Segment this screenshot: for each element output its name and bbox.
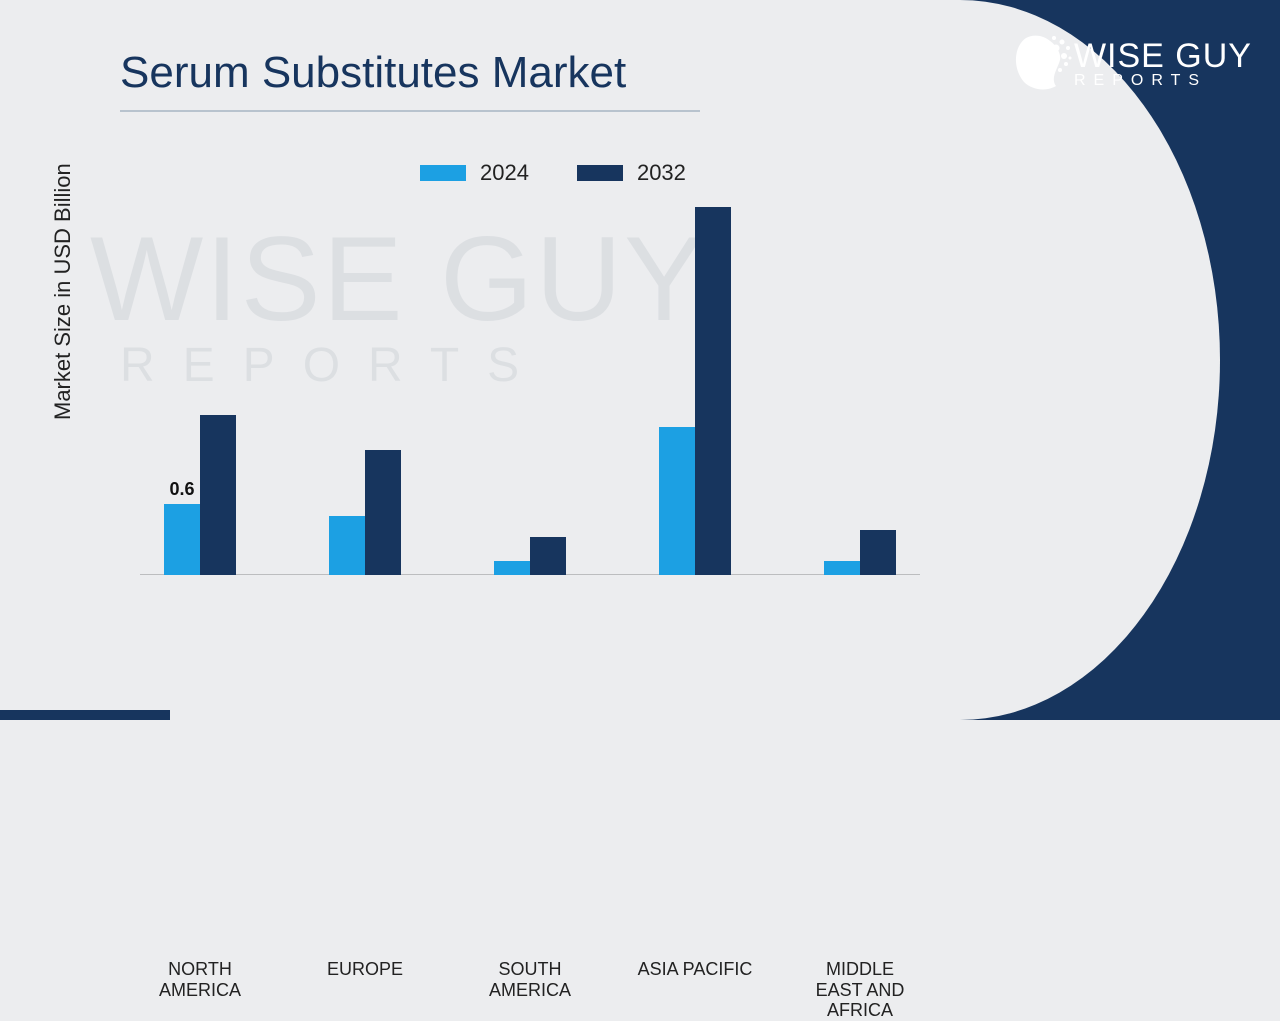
legend-label-2024: 2024 [480,160,529,186]
bar [860,530,896,575]
plot-area: 0.6NORTH AMERICAEUROPESOUTH AMERICAASIA … [140,195,920,575]
legend-swatch-2032 [577,165,623,181]
bar [200,415,236,575]
legend-swatch-2024 [420,165,466,181]
bar-value-label: 0.6 [164,479,200,500]
title-underline [120,110,700,112]
y-axis-label: Market Size in USD Billion [50,163,76,420]
legend: 2024 2032 [420,160,686,186]
bar: 0.6 [164,504,200,575]
bottom-accent-bar [0,710,170,720]
legend-item-2024: 2024 [420,160,529,186]
bar [365,450,401,575]
bar [824,561,860,575]
category-label: MIDDLE EAST AND AFRICA [800,959,920,1021]
bar [329,516,365,575]
brand-line1: WISE GUY [1074,37,1252,76]
bar [659,427,695,575]
chart-title: Serum Substitutes Market [120,48,626,98]
legend-item-2032: 2032 [577,160,686,186]
bar [494,561,530,575]
head-icon [1006,28,1076,98]
category-label: SOUTH AMERICA [470,959,590,1000]
brand-logo: WISE GUY REPORTS [1006,28,1252,98]
category-label: EUROPE [305,959,425,980]
legend-label-2032: 2032 [637,160,686,186]
bar [695,207,731,575]
category-label: NORTH AMERICA [140,959,260,1000]
category-label: ASIA PACIFIC [635,959,755,980]
chart: Market Size in USD Billion 2024 2032 0.6… [60,160,940,700]
bar [530,537,566,575]
